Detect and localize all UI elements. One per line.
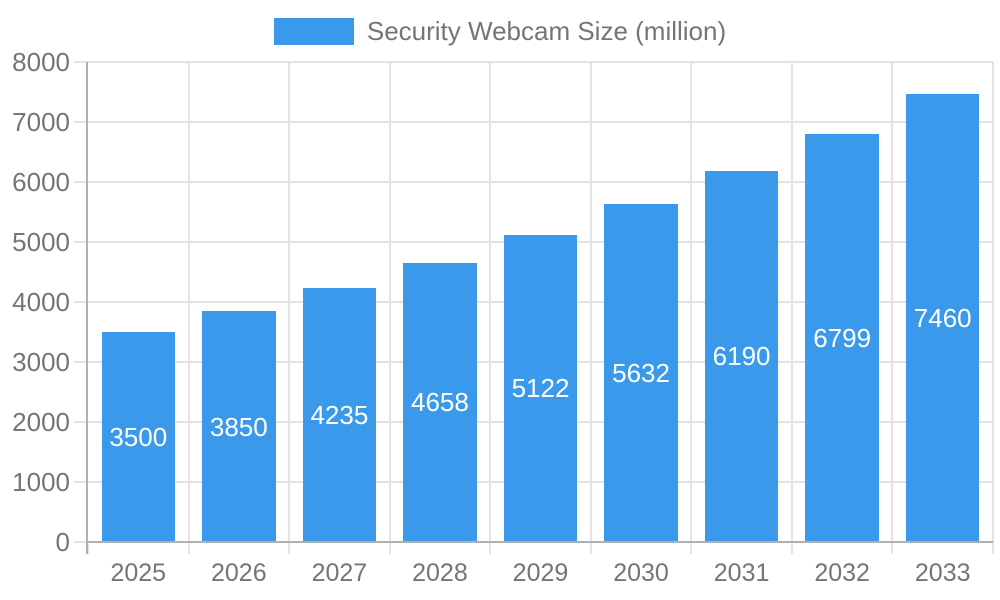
y-axis-line [86, 62, 88, 554]
bar-value-label: 7460 [913, 303, 972, 334]
v-gridline [992, 62, 994, 542]
bar[interactable] [503, 234, 578, 542]
x-axis-tick [288, 542, 291, 554]
v-gridline [690, 62, 693, 542]
y-tick-label: 4000 [12, 287, 70, 317]
bar[interactable] [202, 311, 276, 542]
y-axis-tick [74, 541, 88, 543]
x-axis-line [86, 541, 993, 543]
y-tick-label: 5000 [12, 227, 70, 257]
x-axis-tick [992, 542, 994, 554]
legend-label: Security Webcam Size (million) [366, 16, 727, 46]
bar-value-label: 4235 [310, 399, 369, 430]
x-axis-tick [690, 542, 693, 554]
x-axis-tick [388, 542, 391, 554]
h-gridline [88, 121, 993, 123]
h-gridline [88, 181, 993, 183]
bar-value-label: 5632 [612, 358, 670, 389]
y-tick-label: 7000 [12, 107, 70, 137]
y-axis-tick [74, 121, 88, 123]
y-tick-label: 8000 [12, 47, 70, 77]
h-gridline [88, 61, 993, 63]
bar-value-label: 6190 [712, 341, 771, 372]
v-gridline [288, 62, 291, 542]
x-axis-tick [187, 542, 190, 554]
y-axis-tick [74, 241, 88, 243]
x-tick-label: 2029 [512, 559, 569, 587]
y-axis-tick [74, 361, 88, 363]
x-tick-label: 2025 [110, 559, 167, 587]
y-tick-label: 3000 [12, 347, 70, 377]
x-axis-tick [589, 542, 592, 554]
y-axis-tick [74, 61, 88, 63]
v-gridline [790, 62, 793, 542]
bar[interactable] [403, 262, 477, 542]
x-tick-label: 2027 [311, 559, 368, 587]
y-axis-tick [74, 421, 88, 423]
bar[interactable] [906, 94, 980, 542]
bar-value-label: 3850 [209, 411, 268, 442]
chart-legend[interactable]: Security Webcam Size (million) [0, 17, 1000, 45]
legend-swatch [273, 17, 354, 45]
y-axis-tick [74, 181, 88, 183]
v-gridline [489, 62, 492, 542]
x-tick-label: 2033 [914, 559, 971, 587]
bar[interactable] [704, 170, 779, 542]
x-tick-label: 2028 [412, 559, 468, 587]
y-tick-label: 0 [55, 527, 70, 557]
x-axis-tick [489, 542, 492, 554]
y-tick-label: 6000 [12, 167, 70, 197]
bar[interactable] [101, 332, 175, 542]
bar[interactable] [604, 204, 678, 542]
x-tick-label: 2030 [613, 559, 669, 587]
x-tick-label: 2031 [713, 559, 770, 587]
bar[interactable] [805, 134, 879, 542]
y-axis-tick [74, 301, 88, 303]
x-tick-label: 2026 [211, 559, 267, 587]
y-axis-tick [74, 481, 88, 483]
y-tick-label: 1000 [12, 467, 70, 497]
bar-value-label: 3500 [109, 422, 168, 452]
v-gridline [891, 62, 894, 542]
bar-value-label: 5122 [511, 373, 570, 404]
x-axis-tick [87, 542, 89, 554]
x-axis-tick [790, 542, 793, 554]
bar-value-label: 6799 [813, 323, 872, 354]
x-tick-label: 2032 [814, 559, 870, 587]
bar[interactable] [302, 287, 377, 542]
x-axis-tick [891, 542, 894, 554]
v-gridline [187, 62, 190, 542]
v-gridline [388, 62, 391, 542]
y-tick-label: 2000 [12, 407, 70, 437]
bar-value-label: 4658 [411, 387, 469, 418]
v-gridline [589, 62, 592, 542]
